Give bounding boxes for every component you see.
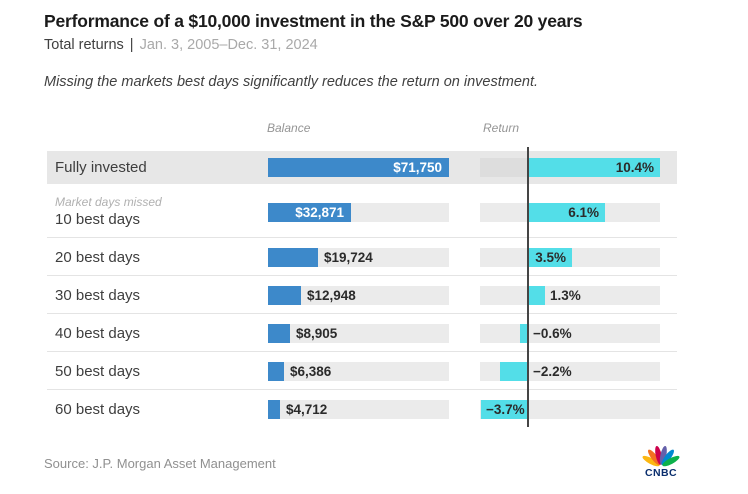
row-label-block: 60 best days (55, 390, 140, 428)
return-track: 10.4% (480, 158, 660, 177)
balance-bar (268, 285, 301, 305)
column-header-balance: Balance (267, 121, 311, 135)
return-value: 10.4% (615, 160, 654, 175)
return-track: −2.2% (480, 361, 660, 381)
return-value: −3.7% (486, 401, 525, 417)
return-value: −0.6% (533, 325, 572, 341)
balance-track: $71,750 (268, 158, 449, 177)
return-track: 3.5% (480, 247, 660, 267)
balance-track: $32,871 (268, 202, 449, 222)
balance-track: $12,948 (268, 285, 449, 305)
chart-subtitle: Total returns | Jan. 3, 2005–Dec. 31, 2024 (44, 36, 318, 54)
row-label: Fully invested (55, 159, 147, 176)
balance-value: $12,948 (307, 287, 356, 303)
table-row: Fully invested $71,750 10.4% (47, 151, 677, 184)
return-value: 3.5% (535, 249, 566, 265)
balance-value: $8,905 (296, 325, 338, 341)
return-track: 1.3% (480, 285, 660, 305)
balance-value: $32,871 (295, 204, 344, 220)
subtitle-period: Jan. 3, 2005–Dec. 31, 2024 (139, 37, 318, 53)
table-row: Market days missed 10 best days $32,871 6.1… (47, 188, 677, 236)
return-value: 6.1% (568, 204, 599, 220)
row-label-block: Market days missed 10 best days (55, 188, 162, 236)
row-label: 30 best days (55, 286, 141, 304)
subtitle-divider: | (129, 37, 134, 53)
table-row: 60 best days $4,712 −3.7% (47, 389, 677, 428)
source-text: Source: J.P. Morgan Asset Management (44, 456, 276, 471)
cnbc-logo: CNBC (640, 443, 682, 479)
row-label-block: Fully invested (55, 151, 147, 184)
return-bar (528, 247, 572, 267)
row-label: 10 best days (55, 211, 141, 228)
row-label-block: 30 best days (55, 276, 140, 314)
row-label: 40 best days (55, 324, 141, 342)
return-track: 6.1% (480, 202, 660, 222)
balance-bar (268, 247, 318, 267)
return-track: −0.6% (480, 323, 660, 343)
row-label-block: 40 best days (55, 314, 140, 352)
return-track: −3.7% (480, 399, 660, 419)
return-value: 1.3% (550, 287, 581, 303)
return-bar (520, 323, 528, 343)
row-label: 20 best days (55, 248, 141, 266)
balance-track: $8,905 (268, 323, 449, 343)
balance-value: $19,724 (324, 249, 373, 265)
balance-value: $4,712 (286, 401, 328, 417)
return-bar (481, 399, 528, 419)
column-header-return: Return (483, 121, 520, 135)
return-value: −2.2% (533, 363, 572, 379)
chart-note: Missing the markets best days significan… (44, 74, 539, 90)
chart-title: Performance of a $10,000 investment in t… (44, 11, 583, 31)
balance-value: $6,386 (290, 363, 332, 379)
cnbc-wordmark: CNBC (645, 467, 677, 479)
return-bar (528, 285, 545, 305)
row-label-block: 50 best days (55, 352, 140, 390)
row-label-block: 20 best days (55, 238, 140, 276)
balance-track: $6,386 (268, 361, 449, 381)
balance-track: $19,724 (268, 247, 449, 267)
table-row: 40 best days $8,905 −0.6% (47, 313, 677, 352)
balance-bar (268, 158, 449, 177)
table-row: 30 best days $12,948 1.3% (47, 275, 677, 314)
return-bar (528, 202, 605, 222)
table-row: 20 best days $19,724 3.5% (47, 237, 677, 276)
cnbc-peacock-icon (642, 446, 680, 467)
zero-axis-line (527, 147, 529, 427)
balance-bar (268, 202, 351, 222)
row-label: 60 best days (55, 400, 141, 418)
balance-bar (268, 361, 284, 381)
row-label: 50 best days (55, 362, 141, 380)
return-bar (528, 158, 660, 177)
balance-value: $71,750 (393, 160, 442, 175)
table-row: 50 best days $6,386 −2.2% (47, 351, 677, 390)
balance-bar (268, 323, 290, 343)
subtitle-label: Total returns (44, 37, 124, 53)
row-sublabel: Market days missed (55, 195, 162, 209)
return-bar (500, 361, 528, 381)
balance-track: $4,712 (268, 399, 449, 419)
balance-bar (268, 399, 280, 419)
